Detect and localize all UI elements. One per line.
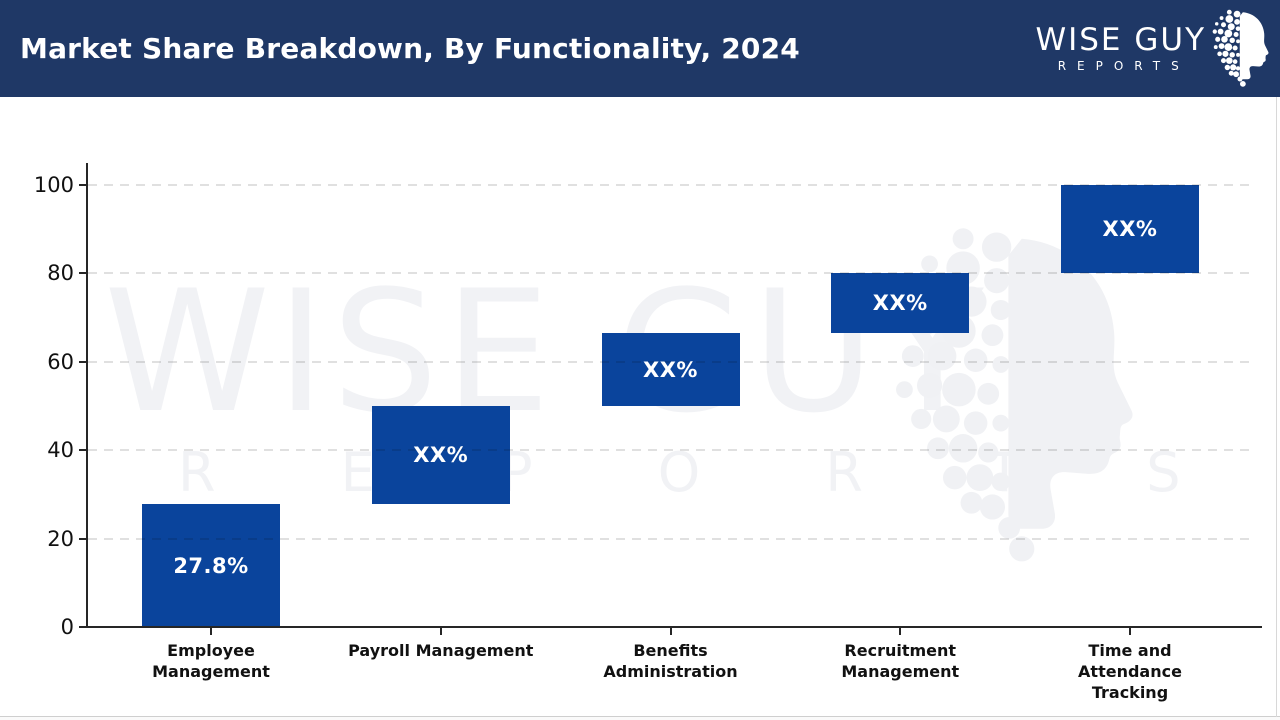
- bar-segment: [831, 273, 970, 334]
- y-tick-label: 0: [60, 615, 74, 639]
- bottom-edge-fill: [0, 717, 1280, 720]
- y-tick-label: 20: [47, 526, 74, 551]
- bar-value-label: XX%: [872, 291, 928, 316]
- x-category-label: Recruitment Management: [841, 641, 960, 681]
- x-category-label: Employee Management: [152, 641, 270, 681]
- x-tick-mark: [210, 628, 212, 635]
- y-axis-line: [86, 163, 88, 628]
- y-tick-mark: [79, 360, 88, 363]
- logo-subtext: REPORTS: [1057, 58, 1190, 73]
- gridline: [88, 537, 1255, 540]
- bar-value-label: XX%: [1102, 217, 1158, 242]
- bottom-edge-line: [0, 716, 1280, 717]
- bar-value-label: XX%: [413, 443, 469, 468]
- y-tick-mark: [79, 626, 88, 628]
- bar-segment: [371, 406, 510, 505]
- x-tick-mark: [1129, 628, 1131, 635]
- page-title: Market Share Breakdown, By Functionality…: [20, 32, 800, 65]
- y-tick-mark: [79, 272, 88, 275]
- gridline: [88, 184, 1255, 186]
- logo-text: WISE GUY REPORTS: [1035, 21, 1206, 73]
- bar-segment: [142, 504, 280, 627]
- y-tick-label: 60: [47, 349, 74, 374]
- gridline: [88, 360, 1255, 363]
- bar-segment: [601, 333, 740, 406]
- bar-value-label: 27.8%: [173, 553, 249, 578]
- x-category-label: Time and Attendance Tracking: [1078, 641, 1182, 702]
- x-axis-line: [88, 626, 1262, 628]
- x-tick-mark: [899, 628, 902, 635]
- header: Market Share Breakdown, By Functionality…: [0, 0, 1280, 97]
- watermark-subtext: R E P O R T S: [178, 441, 1235, 504]
- head-profile-icon: [1208, 8, 1270, 90]
- y-tick-mark: [79, 449, 88, 452]
- y-tick-mark: [79, 537, 88, 540]
- y-tick-label: 40: [47, 438, 74, 463]
- bar-value-label: XX%: [643, 357, 698, 382]
- y-tick-label: 100: [33, 173, 74, 197]
- gridline: [88, 272, 1255, 275]
- gridline: [88, 449, 1255, 452]
- bar-segment: [1061, 185, 1199, 274]
- x-category-label: Benefits Administration: [603, 641, 738, 681]
- logo-wordmark: WISE GUY: [1035, 21, 1206, 58]
- x-tick-mark: [669, 628, 672, 635]
- x-category-label: Payroll Management: [348, 641, 534, 660]
- y-tick-mark: [79, 184, 88, 186]
- y-tick-label: 80: [47, 261, 74, 286]
- right-edge-line: [1276, 97, 1277, 717]
- x-tick-mark: [439, 628, 442, 635]
- brand-logo: WISE GUY REPORTS: [1035, 8, 1270, 90]
